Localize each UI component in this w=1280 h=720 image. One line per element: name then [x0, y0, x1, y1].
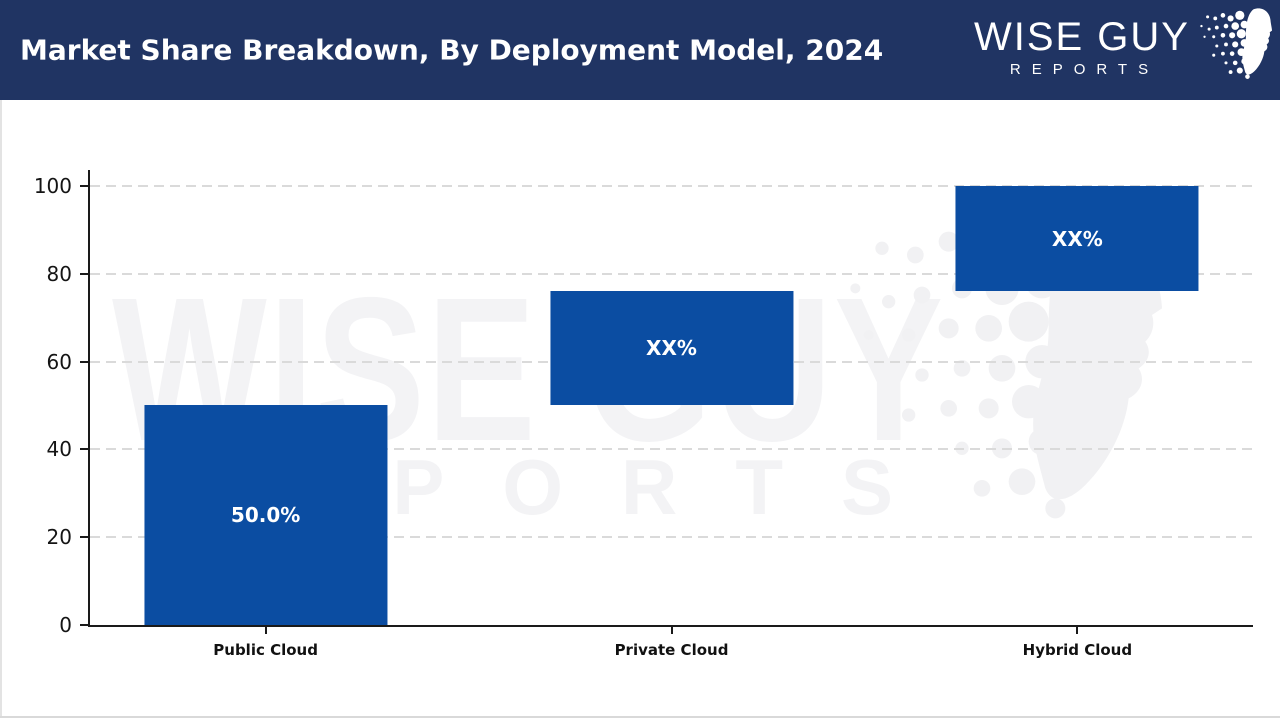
gridline-80 — [90, 272, 1253, 275]
card-bottom-border — [0, 716, 1280, 718]
brand-name: WISE GUY — [973, 14, 1190, 59]
y-tick-label-80: 80 — [46, 261, 72, 286]
y-tick-label-20: 20 — [46, 525, 72, 550]
x-tick-mark-hybrid-cloud — [1076, 627, 1079, 634]
y-tick-mark-100 — [80, 184, 88, 187]
gridline-100 — [90, 184, 1253, 187]
face-dots-icon — [1200, 8, 1272, 79]
plot-area: 0 20 40 60 80 100 50.0% Public Cloud XX% Private … — [34, 170, 1253, 659]
bar-public-cloud: 50.0% — [144, 405, 388, 625]
gridline-20 — [90, 536, 1253, 539]
bar-label-private-cloud: XX% — [646, 336, 697, 361]
bar-hybrid-cloud: XX% — [955, 185, 1199, 292]
x-tick-mark-public-cloud — [264, 627, 267, 634]
x-tick-label-hybrid-cloud: Hybrid Cloud — [1022, 641, 1133, 659]
bar-label-hybrid-cloud: XX% — [1051, 226, 1103, 251]
y-tick-label-100: 100 — [33, 173, 72, 198]
page-title: Market Share Breakdown, By Deployment Mo… — [20, 33, 884, 67]
y-tick-mark-40 — [80, 448, 88, 451]
y-tick-label-0: 0 — [59, 613, 72, 637]
gridline-40 — [90, 448, 1253, 451]
y-tick-label-40: 40 — [46, 437, 72, 462]
x-tick-label-private-cloud: Private Cloud — [614, 641, 729, 659]
y-tick-mark-60 — [80, 360, 88, 363]
bar-private-cloud: XX% — [549, 291, 794, 406]
brand-subtitle: REPORTS — [1009, 60, 1160, 78]
x-tick-label-public-cloud: Public Cloud — [213, 641, 318, 659]
brand-logo-text: WISE GUY REPORTS — [974, 15, 1190, 78]
brand-logo: WISE GUY REPORTS — [974, 6, 1272, 86]
y-tick-mark-0 — [80, 624, 88, 626]
y-tick-label-60: 60 — [46, 349, 72, 374]
y-tick-mark-20 — [80, 536, 88, 539]
card-left-border — [0, 100, 2, 716]
chart-area: WISE GUY REPORTS 0 20 40 60 80 100 50.0% Public… — [0, 100, 1280, 720]
x-tick-mark-private-cloud — [670, 627, 673, 634]
bar-label-public-cloud: 50.0% — [230, 503, 301, 528]
y-tick-mark-80 — [80, 272, 88, 275]
header-bar: Market Share Breakdown, By Deployment Mo… — [0, 0, 1280, 100]
